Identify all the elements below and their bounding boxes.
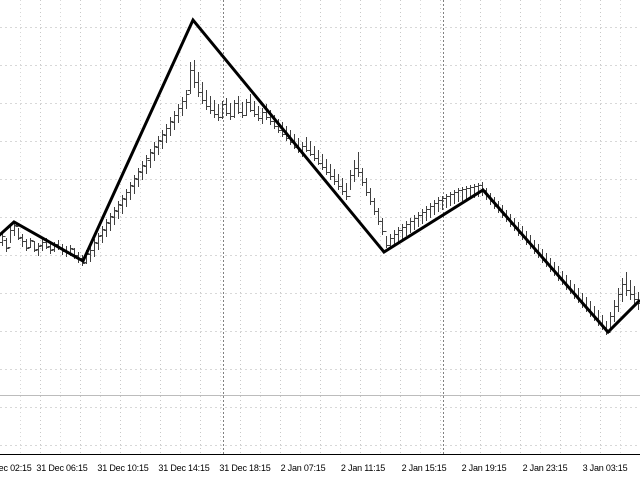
- time-axis[interactable]: Dec 02:15 31 Dec 06:15 31 Dec 10:15 31 Dec …: [0, 455, 640, 480]
- time-axis-label: 2 Jan 11:15: [340, 463, 386, 473]
- time-axis-label: 31 Dec 10:15: [97, 463, 149, 473]
- time-axis-label: Dec 02:15: [0, 463, 32, 473]
- time-axis-label: 31 Dec 14:15: [158, 463, 210, 473]
- grid-layer: [0, 0, 640, 455]
- zigzag-indicator-line: [0, 17, 640, 335]
- time-axis-label: 31 Dec 18:15: [219, 463, 271, 473]
- ohlc-bars-group: [0, 60, 640, 335]
- time-axis-label: 2 Jan 19:15: [461, 463, 507, 473]
- time-axis-label: 2 Jan 07:15: [280, 463, 326, 473]
- chart-plot-area[interactable]: [0, 0, 640, 455]
- time-axis-label: 2 Jan 23:15: [522, 463, 568, 473]
- time-axis-label: 31 Dec 06:15: [36, 463, 88, 473]
- time-axis-label: 3 Jan 03:15: [582, 463, 628, 473]
- time-axis-label: 2 Jan 15:15: [401, 463, 447, 473]
- price-series-layer: [0, 17, 640, 335]
